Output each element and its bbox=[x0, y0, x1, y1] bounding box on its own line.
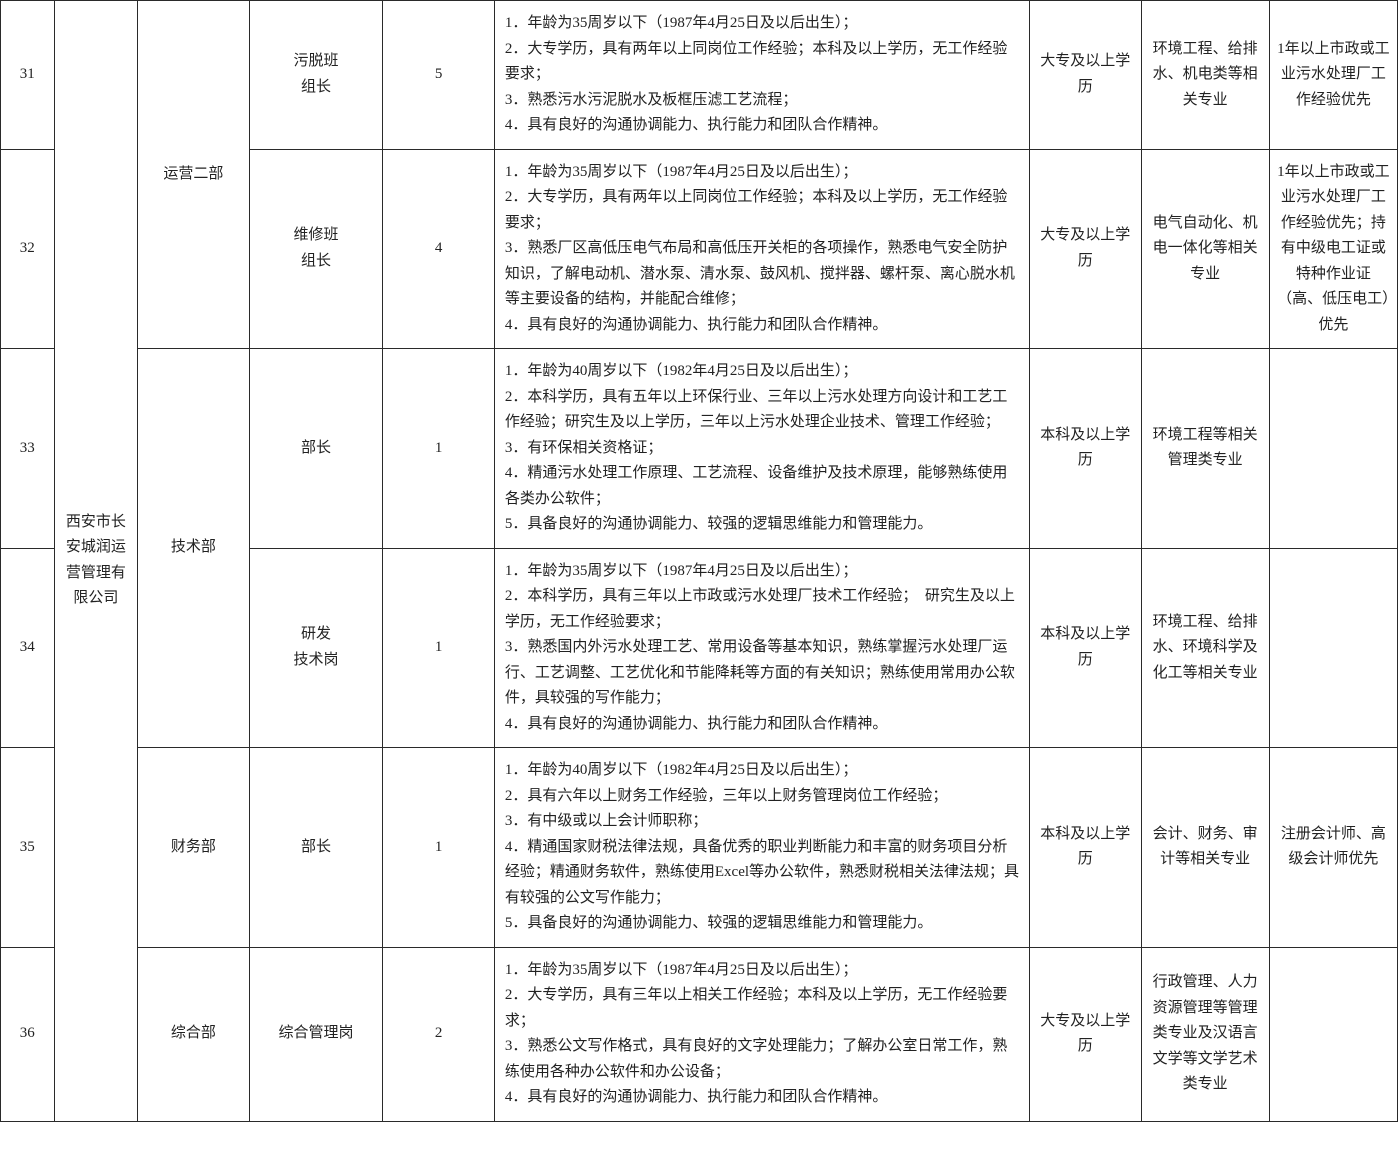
major-cell: 行政管理、人力资源管理等管理类专业及汉语言文学等文学艺术类专业 bbox=[1141, 947, 1269, 1121]
major-cell: 电气自动化、机电一体化等相关专业 bbox=[1141, 149, 1269, 349]
row-index: 35 bbox=[1, 748, 55, 948]
requirements-cell: 1．年龄为35周岁以下（1987年4月25日及以后出生）；2．大专学历，具有两年… bbox=[494, 149, 1029, 349]
education-cell: 本科及以上学历 bbox=[1030, 349, 1141, 549]
requirements-cell: 1．年龄为40周岁以下（1982年4月25日及以后出生）；2．具有六年以上财务工… bbox=[494, 748, 1029, 948]
row-index: 32 bbox=[1, 149, 55, 349]
note-cell: 注册会计师、高级会计师优先 bbox=[1269, 748, 1397, 948]
dept-cell: 综合部 bbox=[138, 947, 249, 1121]
education-cell: 本科及以上学历 bbox=[1030, 548, 1141, 748]
headcount-cell: 4 bbox=[383, 149, 494, 349]
requirements-cell: 1．年龄为35周岁以下（1987年4月25日及以后出生）；2．大专学历，具有两年… bbox=[494, 1, 1029, 150]
headcount-cell: 1 bbox=[383, 748, 494, 948]
requirements-cell: 1．年龄为35周岁以下（1987年4月25日及以后出生）；2．大专学历，具有三年… bbox=[494, 947, 1029, 1121]
note-cell: 1年以上市政或工业污水处理厂工作经验优先 bbox=[1269, 1, 1397, 150]
table-row: 31西安市长安城润运营管理有限公司运营二部污脱班组长51．年龄为35周岁以下（1… bbox=[1, 1, 1398, 150]
dept-cell: 财务部 bbox=[138, 748, 249, 948]
major-cell: 环境工程、给排水、环境科学及化工等相关专业 bbox=[1141, 548, 1269, 748]
headcount-cell: 1 bbox=[383, 349, 494, 549]
position-cell: 维修班组长 bbox=[249, 149, 383, 349]
position-cell: 部长 bbox=[249, 349, 383, 549]
row-index: 36 bbox=[1, 947, 55, 1121]
education-cell: 大专及以上学历 bbox=[1030, 1, 1141, 150]
major-cell: 环境工程等相关管理类专业 bbox=[1141, 349, 1269, 549]
dept-cell: 技术部 bbox=[138, 349, 249, 748]
note-cell bbox=[1269, 947, 1397, 1121]
recruitment-table: 31西安市长安城润运营管理有限公司运营二部污脱班组长51．年龄为35周岁以下（1… bbox=[0, 0, 1398, 1122]
education-cell: 本科及以上学历 bbox=[1030, 748, 1141, 948]
note-cell: 1年以上市政或工业污水处理厂工作经验优先；持有中级电工证或特种作业证（高、低压电… bbox=[1269, 149, 1397, 349]
table-row: 33技术部部长11．年龄为40周岁以下（1982年4月25日及以后出生）；2．本… bbox=[1, 349, 1398, 549]
headcount-cell: 1 bbox=[383, 548, 494, 748]
table-row: 36 综合部综合管理岗21．年龄为35周岁以下（1987年4月25日及以后出生）；… bbox=[1, 947, 1398, 1121]
row-index: 34 bbox=[1, 548, 55, 748]
table-row: 35 财务部部长11．年龄为40周岁以下（1982年4月25日及以后出生）；2．具… bbox=[1, 748, 1398, 948]
major-cell: 会计、财务、审计等相关专业 bbox=[1141, 748, 1269, 948]
position-cell: 综合管理岗 bbox=[249, 947, 383, 1121]
requirements-cell: 1．年龄为35周岁以下（1987年4月25日及以后出生）；2．本科学历，具有三年… bbox=[494, 548, 1029, 748]
dept-cell: 运营二部 bbox=[138, 1, 249, 349]
position-cell: 部长 bbox=[249, 748, 383, 948]
note-cell bbox=[1269, 349, 1397, 549]
requirements-cell: 1．年龄为40周岁以下（1982年4月25日及以后出生）；2．本科学历，具有五年… bbox=[494, 349, 1029, 549]
org-cell: 西安市长安城润运营管理有限公司 bbox=[54, 1, 138, 1122]
headcount-cell: 2 bbox=[383, 947, 494, 1121]
major-cell: 环境工程、给排水、机电类等相关专业 bbox=[1141, 1, 1269, 150]
row-index: 33 bbox=[1, 349, 55, 549]
position-cell: 污脱班组长 bbox=[249, 1, 383, 150]
education-cell: 大专及以上学历 bbox=[1030, 149, 1141, 349]
row-index: 31 bbox=[1, 1, 55, 150]
education-cell: 大专及以上学历 bbox=[1030, 947, 1141, 1121]
headcount-cell: 5 bbox=[383, 1, 494, 150]
note-cell bbox=[1269, 548, 1397, 748]
position-cell: 研发技术岗 bbox=[249, 548, 383, 748]
